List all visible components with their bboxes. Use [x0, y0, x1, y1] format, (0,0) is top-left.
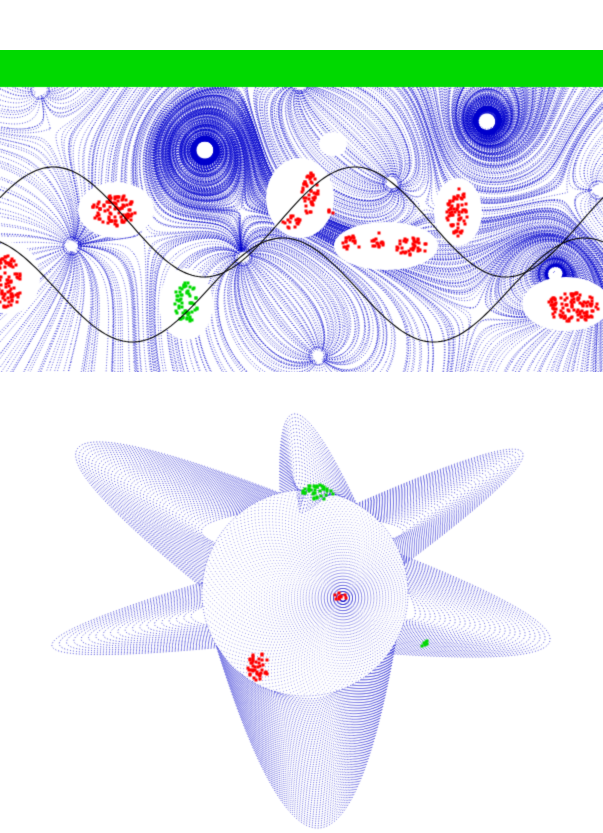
perspective-view-canvas	[0, 400, 603, 833]
synoptic-map-canvas	[0, 50, 603, 372]
synoptic-map-panel	[0, 50, 603, 372]
perspective-view-panel	[0, 400, 603, 833]
